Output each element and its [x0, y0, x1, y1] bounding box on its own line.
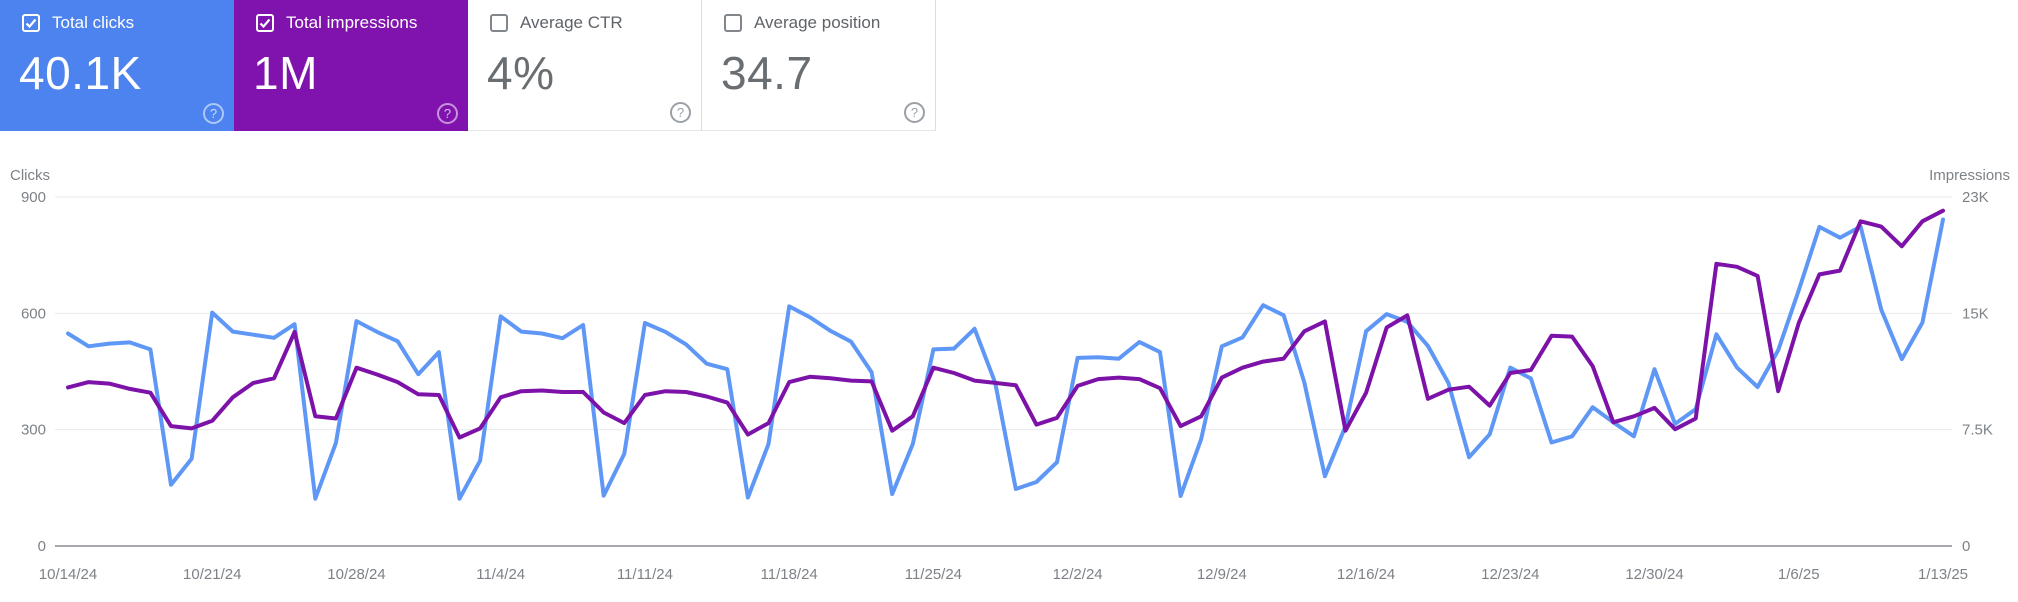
metric-value: 1M	[253, 47, 318, 99]
svg-text:Clicks: Clicks	[10, 167, 50, 184]
performance-chart[interactable]: 900 23K 600 15K 300 7.5K 0 0 Clicks Impressions 10…	[0, 132, 2018, 602]
metric-label: Average CTR	[520, 13, 623, 32]
metric-card-average-ctr[interactable]: Average CTR 4% ?	[468, 0, 702, 131]
svg-text:12/30/24: 12/30/24	[1625, 566, 1683, 583]
svg-text:11/18/24: 11/18/24	[761, 566, 818, 583]
performance-chart-svg[interactable]: 900 23K 600 15K 300 7.5K 0 0 Clicks Impressions 10…	[0, 132, 2018, 602]
metric-value: 34.7	[721, 47, 813, 99]
svg-text:12/9/24: 12/9/24	[1197, 566, 1247, 583]
help-icon[interactable]: ?	[670, 102, 691, 123]
svg-text:1/6/25: 1/6/25	[1778, 566, 1820, 583]
help-icon[interactable]: ?	[203, 103, 224, 124]
svg-text:1/13/25: 1/13/25	[1918, 566, 1968, 583]
metric-value: 4%	[487, 47, 555, 99]
svg-text:23K: 23K	[1962, 189, 1989, 206]
metric-label: Total clicks	[52, 13, 135, 32]
svg-text:900: 900	[21, 189, 46, 206]
checkbox-icon[interactable]	[490, 14, 508, 32]
svg-text:11/25/24: 11/25/24	[905, 566, 962, 583]
svg-text:15K: 15K	[1962, 305, 1989, 322]
metric-card-total-clicks[interactable]: Total clicks 40.1K ?	[0, 0, 234, 131]
metric-label: Total impressions	[286, 13, 418, 32]
svg-text:600: 600	[21, 305, 46, 322]
metric-value: 40.1K	[19, 47, 142, 99]
svg-text:12/2/24: 12/2/24	[1053, 566, 1103, 583]
svg-text:0: 0	[1962, 538, 1970, 555]
metric-card-total-impressions[interactable]: Total impressions 1M ?	[234, 0, 468, 131]
svg-text:12/23/24: 12/23/24	[1481, 566, 1539, 583]
svg-text:10/14/24: 10/14/24	[39, 566, 97, 583]
help-icon[interactable]: ?	[904, 102, 925, 123]
checkbox-icon[interactable]	[22, 14, 40, 32]
svg-text:10/21/24: 10/21/24	[183, 566, 241, 583]
svg-text:300: 300	[21, 422, 46, 439]
metric-label: Average position	[754, 13, 881, 32]
svg-text:Impressions: Impressions	[1929, 167, 2010, 184]
svg-text:12/16/24: 12/16/24	[1337, 566, 1395, 583]
svg-text:7.5K: 7.5K	[1962, 422, 1993, 439]
svg-text:0: 0	[38, 538, 46, 555]
svg-text:11/4/24: 11/4/24	[476, 566, 525, 583]
help-icon[interactable]: ?	[437, 103, 458, 124]
metric-card-average-position[interactable]: Average position 34.7 ?	[702, 0, 936, 131]
checkbox-icon[interactable]	[256, 14, 274, 32]
checkbox-icon[interactable]	[724, 14, 742, 32]
metric-cards: Total clicks 40.1K ? Total impressions 1…	[0, 0, 936, 131]
svg-text:10/28/24: 10/28/24	[327, 566, 385, 583]
svg-text:11/11/24: 11/11/24	[617, 566, 673, 583]
